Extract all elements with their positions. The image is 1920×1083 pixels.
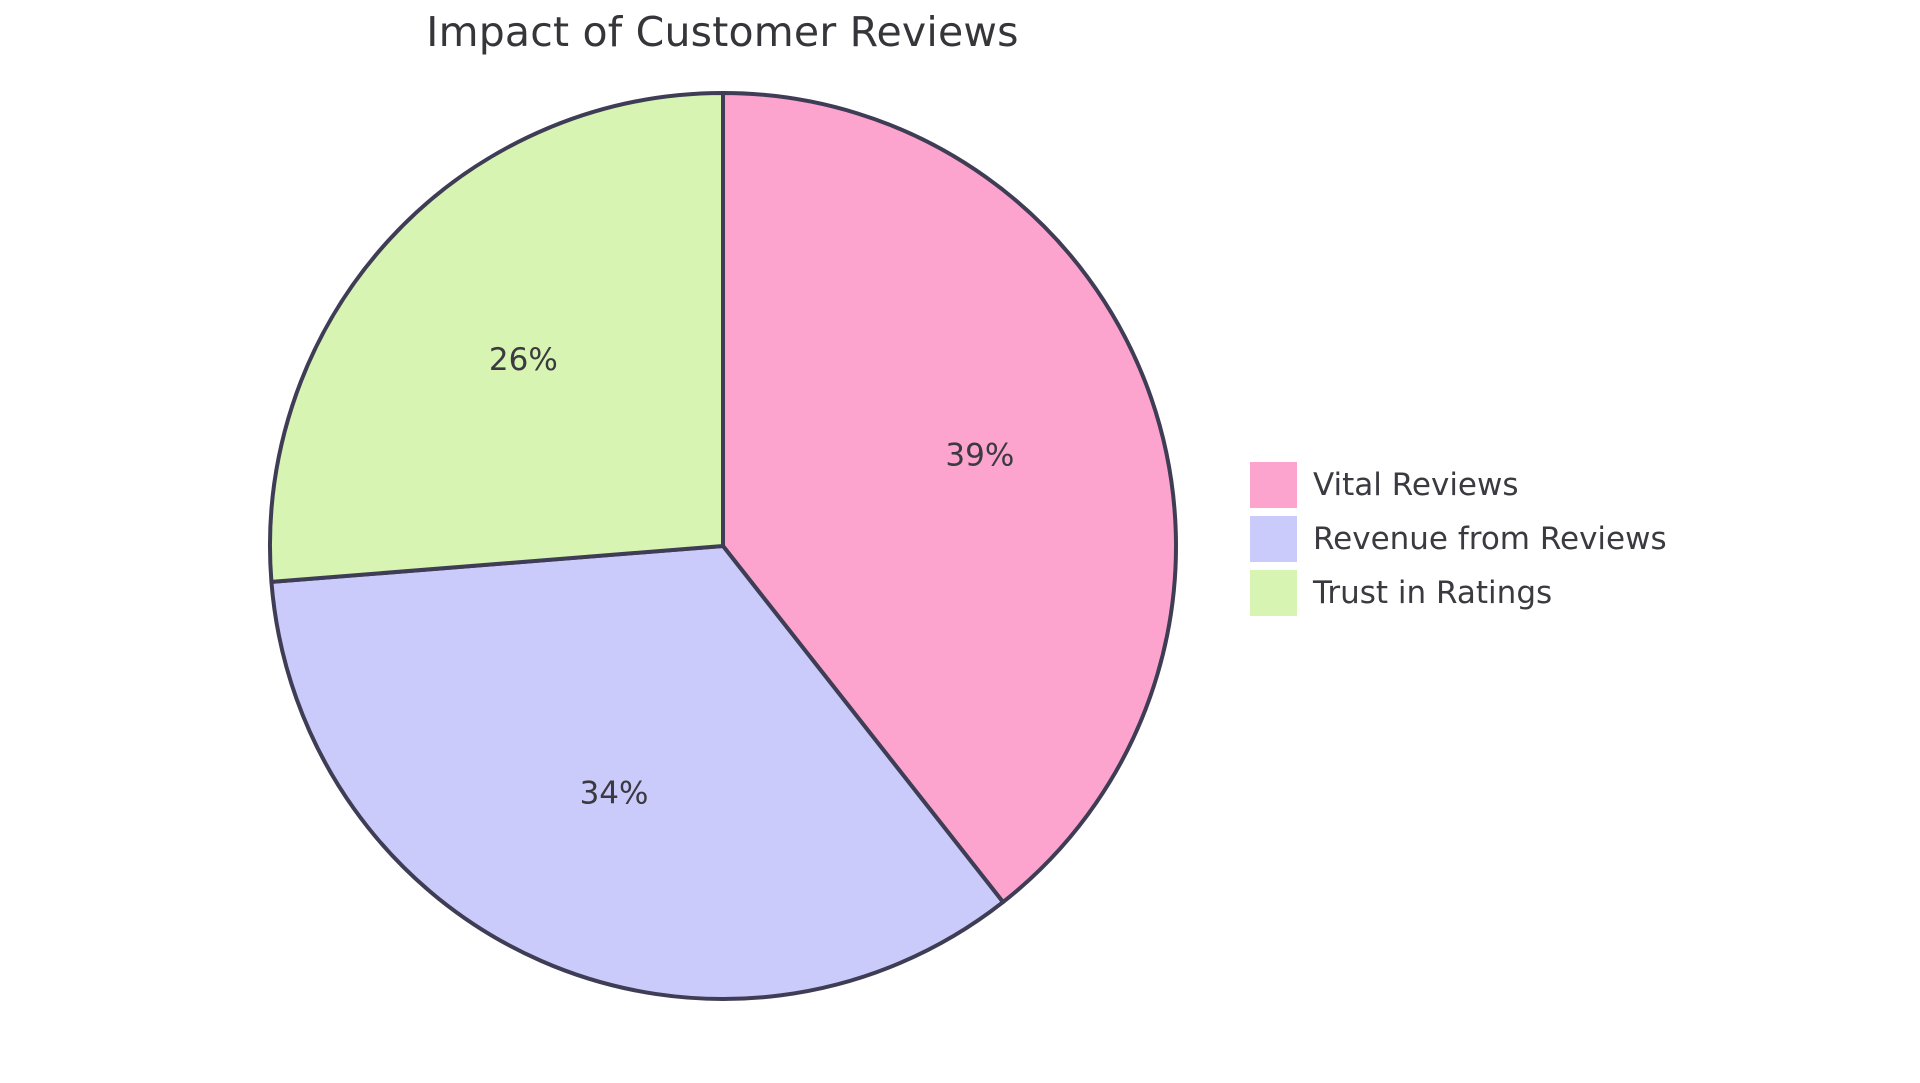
legend-swatch-icon	[1250, 570, 1297, 616]
legend-item-revenue-from-reviews[interactable]: Revenue from Reviews	[1250, 512, 1667, 566]
chart-legend: Vital Reviews Revenue from Reviews Trust i…	[1250, 458, 1667, 620]
pie-slice-vital-reviews[interactable]	[721, 91, 1178, 905]
legend-item-label: Trust in Ratings	[1313, 574, 1553, 611]
legend-swatch-icon	[1250, 462, 1297, 508]
legend-item-label: Revenue from Reviews	[1313, 520, 1667, 557]
page-title: Impact of Customer Reviews	[426, 8, 1019, 56]
pie-slice-revenue-from-reviews[interactable]	[269, 544, 1006, 1001]
pie-slice-label-vital-reviews: 39%	[945, 438, 1014, 474]
pie-slices-group	[267, 91, 1178, 1001]
pie-slice-trust-in-ratings[interactable]	[267, 91, 725, 584]
pie-slice-label-trust-in-ratings: 26%	[489, 342, 558, 378]
legend-swatch-icon	[1250, 516, 1297, 562]
legend-item-trust-in-ratings[interactable]: Trust in Ratings	[1250, 566, 1667, 620]
legend-item-label: Vital Reviews	[1313, 466, 1519, 503]
pie-slice-label-revenue-from-reviews: 34%	[580, 776, 649, 812]
legend-item-vital-reviews[interactable]: Vital Reviews	[1250, 458, 1667, 512]
pie-slice-labels-group: 39% 34% 26%	[489, 342, 1014, 811]
